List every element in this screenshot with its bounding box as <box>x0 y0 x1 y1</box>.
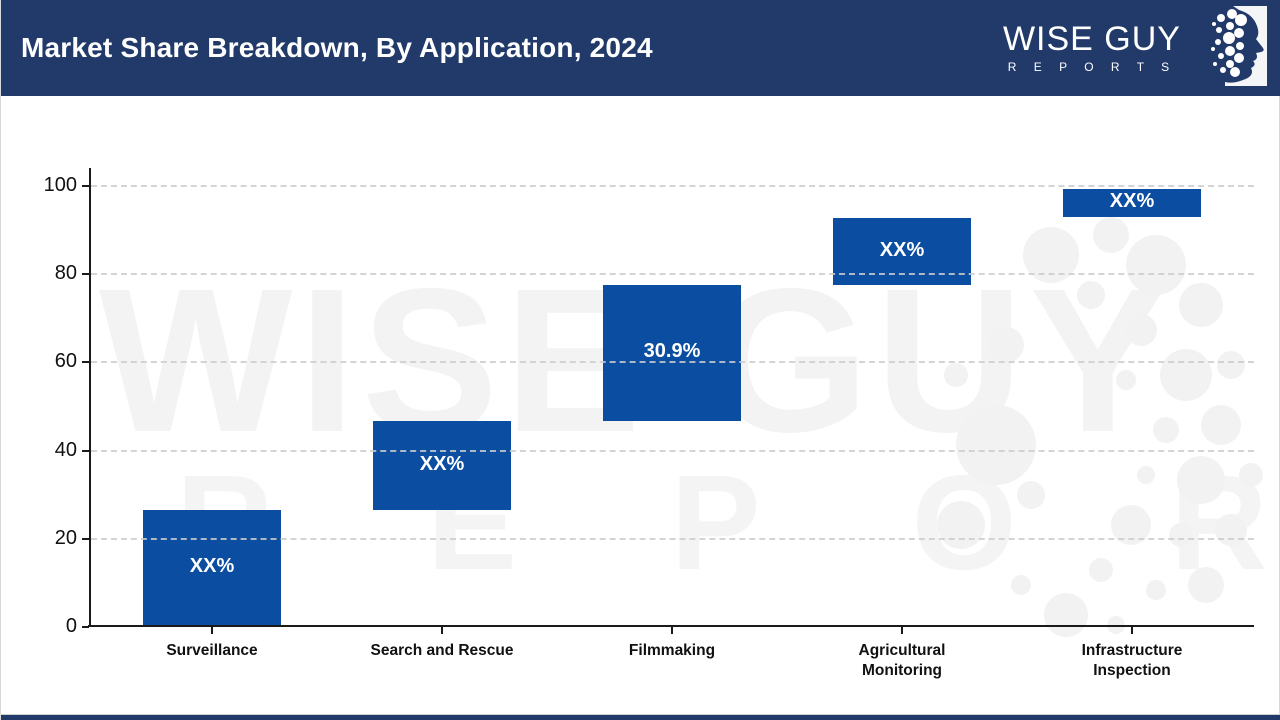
x-tick-3 <box>901 627 903 634</box>
y-tick-label-100: 100 <box>43 174 77 196</box>
bar-value-label: XX% <box>879 238 925 261</box>
y-tick-0 <box>82 626 89 628</box>
y-tick-label-20: 20 <box>54 526 77 549</box>
y-axis-line <box>89 168 91 627</box>
bar-value-label: 30.9% <box>643 340 701 363</box>
bar-value-label: XX% <box>1109 189 1155 212</box>
x-tick-4 <box>1131 627 1133 634</box>
y-tick-80 <box>82 273 89 276</box>
gridline-100 <box>91 185 1254 187</box>
bar-infrastructure-inspection <box>1063 188 1201 218</box>
y-tick-label-40: 40 <box>54 438 77 461</box>
watermark-dotted-head-icon <box>901 195 1280 650</box>
bar-filmmaking <box>603 285 741 422</box>
category-label-3: Agricultural Monitoring <box>792 641 1012 681</box>
bar-value-label: XX% <box>419 452 465 475</box>
footer-bar <box>1 715 1280 720</box>
brand-subname: R E P O R T S <box>1007 60 1177 74</box>
x-tick-0 <box>211 627 213 634</box>
gridline-40 <box>91 449 1254 452</box>
y-tick-20 <box>82 537 89 540</box>
category-label-0: Surveillance <box>102 641 322 661</box>
y-tick-label-60: 60 <box>54 350 77 373</box>
category-label-line: Search and Rescue <box>370 642 514 659</box>
category-label-4: Infrastructure Inspection <box>1022 641 1242 681</box>
bar-search-and-rescue <box>373 421 511 510</box>
y-tick-label-80: 80 <box>54 262 77 285</box>
category-label-line: Monitoring <box>861 662 943 679</box>
category-label-2: Filmmaking <box>562 641 782 661</box>
category-label-line: Surveillance <box>166 642 258 659</box>
category-label-line: Infrastructure <box>1081 642 1183 659</box>
x-tick-1 <box>441 627 443 634</box>
bar-surveillance <box>143 509 281 627</box>
y-tick-40 <box>82 449 89 452</box>
bar-value-label: XX% <box>189 555 235 578</box>
category-label-1: Search and Rescue <box>332 641 552 661</box>
gridline-20 <box>91 537 1254 540</box>
category-label-line: Filmmaking <box>628 642 716 659</box>
x-axis-line <box>88 625 1254 627</box>
brand-name: WISE GUY <box>1002 20 1181 58</box>
gridline-80 <box>91 273 1254 276</box>
category-label-line: Agricultural <box>858 642 946 659</box>
brand-logo-text: WISE GUY R E P O R T S <box>1003 21 1181 75</box>
footer-divider <box>1 714 1280 715</box>
y-tick-label-0: 0 <box>65 615 77 637</box>
y-tick-60 <box>82 361 89 364</box>
page-title: Market Share Breakdown, By Application, … <box>21 32 653 63</box>
header-bar: Market Share Breakdown, By Application, … <box>1 0 1280 96</box>
category-label-line: Inspection <box>1093 662 1171 679</box>
dotted-head-logo-icon <box>1183 5 1267 91</box>
brand-logo: WISE GUY R E P O R T S <box>1003 5 1267 91</box>
gridline-60 <box>91 361 1254 364</box>
x-tick-2 <box>671 627 673 634</box>
y-tick-100 <box>82 185 89 187</box>
